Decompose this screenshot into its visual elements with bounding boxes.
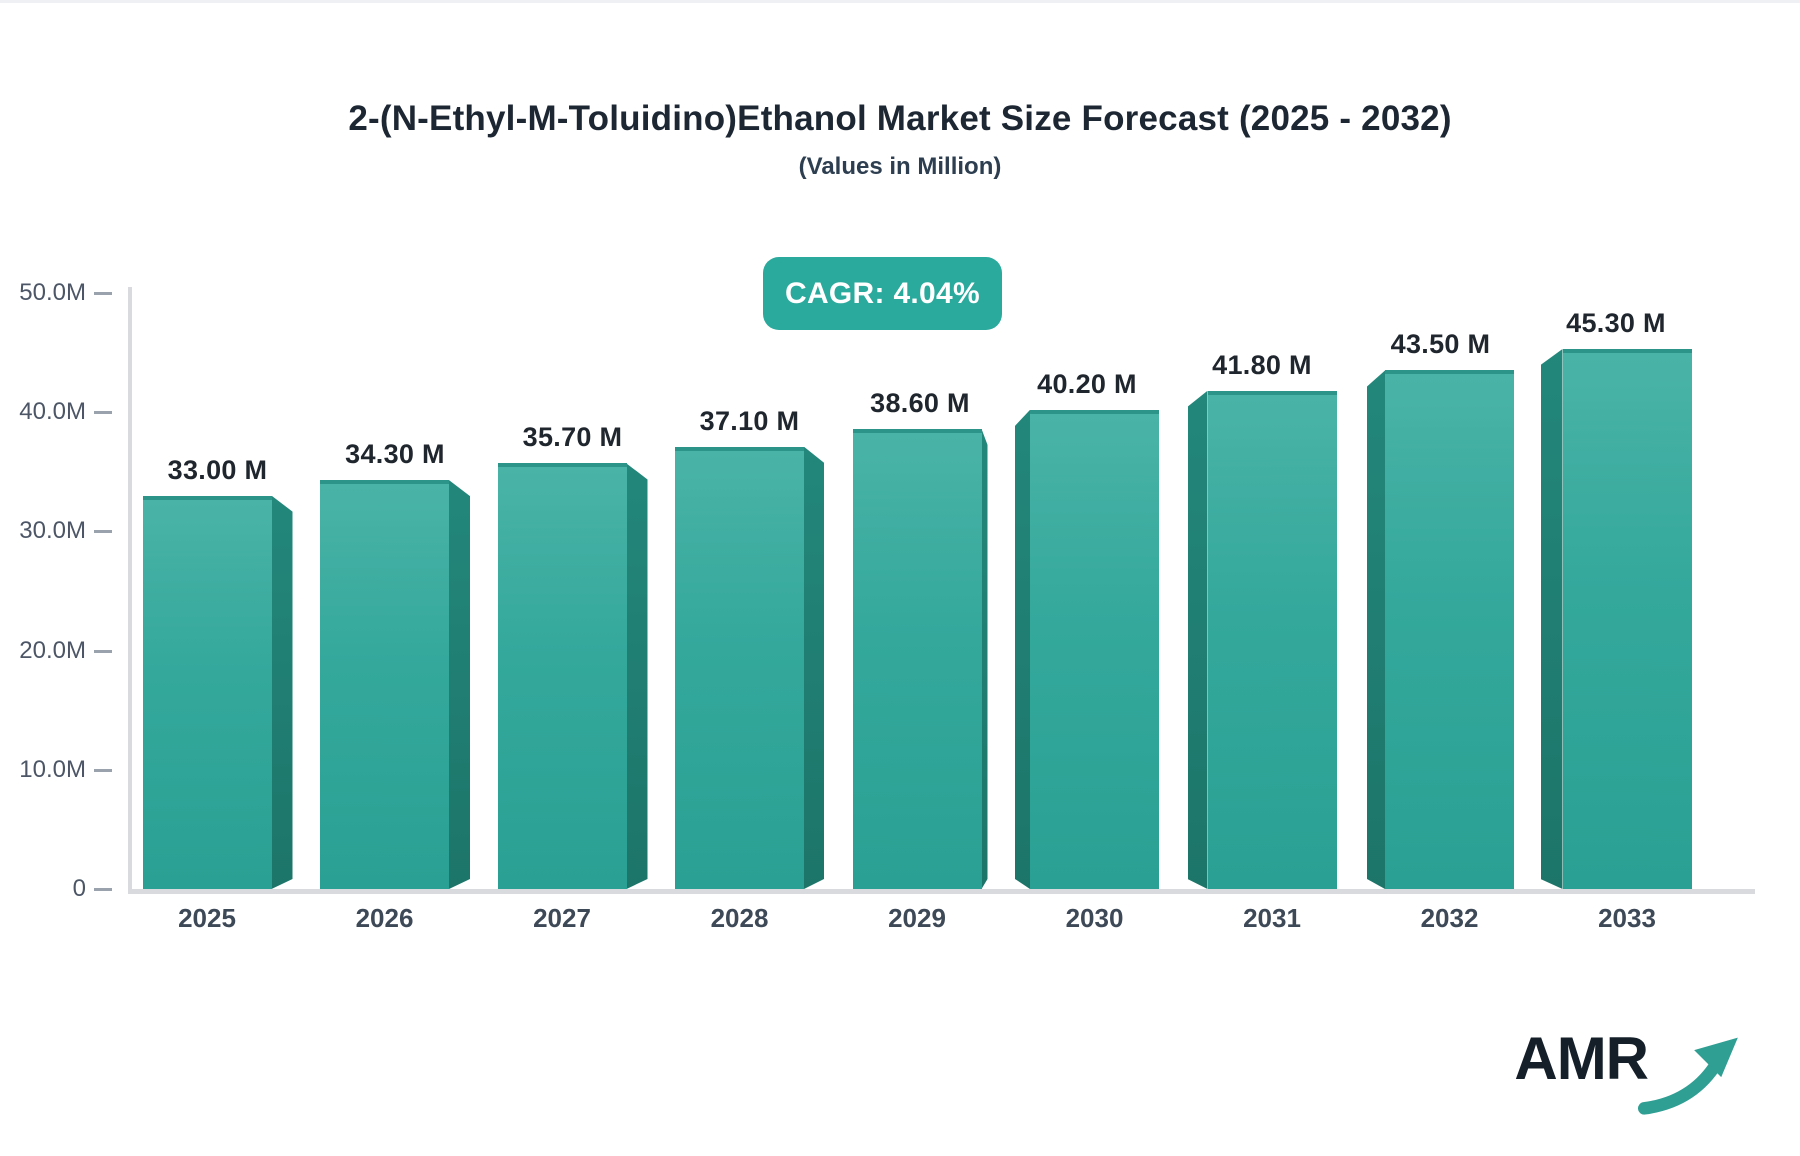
bar-face xyxy=(675,446,804,889)
x-axis-label: 2030 xyxy=(1065,903,1124,933)
bar-2026 xyxy=(320,480,470,889)
y-axis-tick xyxy=(94,888,112,891)
x-axis-label: 2031 xyxy=(1243,903,1301,933)
bar-face xyxy=(1562,349,1692,889)
bar-2030 xyxy=(1015,409,1159,889)
bar-face xyxy=(1207,390,1337,889)
y-axis-label: 50.0M xyxy=(19,279,86,306)
y-axis-tick xyxy=(94,649,112,653)
bar-face xyxy=(1385,370,1514,889)
x-axis-label: 2026 xyxy=(355,903,414,933)
bar-face xyxy=(142,495,272,889)
y-axis-label: 20.0M xyxy=(19,636,86,664)
bar-value-label: 41.80 M xyxy=(1212,349,1312,380)
x-axis-label: 2029 xyxy=(888,903,946,933)
amr-logo: AMR xyxy=(1514,1029,1742,1115)
bar-face xyxy=(852,428,982,889)
x-axis-label: 2025 xyxy=(178,903,236,933)
bar-value-label: 45.30 M xyxy=(1566,308,1666,339)
bar-value-label: 33.00 M xyxy=(167,454,268,485)
bar-chart: 0 10.0M 20.0M 30.0M 40.0M 50.0M 33.00 M 2025 34.… xyxy=(0,3,1800,1156)
bar-2025 xyxy=(142,495,293,889)
bar-side-face xyxy=(1188,391,1208,889)
bar-side-face xyxy=(982,429,988,889)
bar-value-label: 35.70 M xyxy=(522,422,623,453)
y-axis-label: 0 xyxy=(72,875,86,902)
bar-2029 xyxy=(852,428,988,889)
y-axis-tick xyxy=(94,530,112,534)
y-axis-tick xyxy=(94,768,112,772)
y-axis-tick xyxy=(94,292,112,295)
bar-value-label: 37.10 M xyxy=(699,405,800,436)
bar-face xyxy=(1030,409,1159,889)
bar-2032 xyxy=(1367,370,1514,889)
bar-side-face xyxy=(272,496,293,889)
bar-face xyxy=(320,480,449,889)
bar-2033 xyxy=(1541,349,1692,889)
x-axis-label: 2032 xyxy=(1420,903,1479,933)
x-axis-label: 2028 xyxy=(710,903,769,933)
bar-side-face xyxy=(1367,370,1385,889)
bar-2031 xyxy=(1188,390,1337,889)
y-axis-line xyxy=(128,287,132,894)
cagr-badge: CAGR: 4.04% xyxy=(763,257,1002,330)
page-title: 2-(N-Ethyl-M-Toluidino)Ethanol Market Si… xyxy=(348,99,1452,138)
x-axis-line xyxy=(128,889,1755,894)
y-axis-label: 40.0M xyxy=(19,398,86,426)
bar-value-label: 34.30 M xyxy=(345,439,445,470)
bar-value-label: 40.20 M xyxy=(1037,368,1137,399)
amr-logo-text: AMR xyxy=(1514,1025,1649,1092)
bar-side-face xyxy=(449,480,470,889)
bar-side-face xyxy=(804,447,824,889)
bar-face xyxy=(497,463,627,889)
bar-side-face xyxy=(627,463,648,889)
growth-arrow-icon xyxy=(1638,1037,1738,1115)
bar-2028 xyxy=(675,446,824,889)
bar-value-label: 43.50 M xyxy=(1390,329,1491,360)
x-axis-label: 2033 xyxy=(1598,903,1656,933)
y-axis-label: 10.0M xyxy=(19,755,86,783)
x-axis-label: 2027 xyxy=(533,903,591,933)
bar-2027 xyxy=(497,463,648,889)
y-axis-label: 30.0M xyxy=(19,517,86,545)
bar-side-face xyxy=(1015,410,1030,889)
page-subtitle: (Values in Million) xyxy=(798,153,1002,180)
bar-side-face xyxy=(1541,349,1563,889)
y-axis-tick xyxy=(94,411,112,415)
bar-value-label: 38.60 M xyxy=(870,387,970,418)
